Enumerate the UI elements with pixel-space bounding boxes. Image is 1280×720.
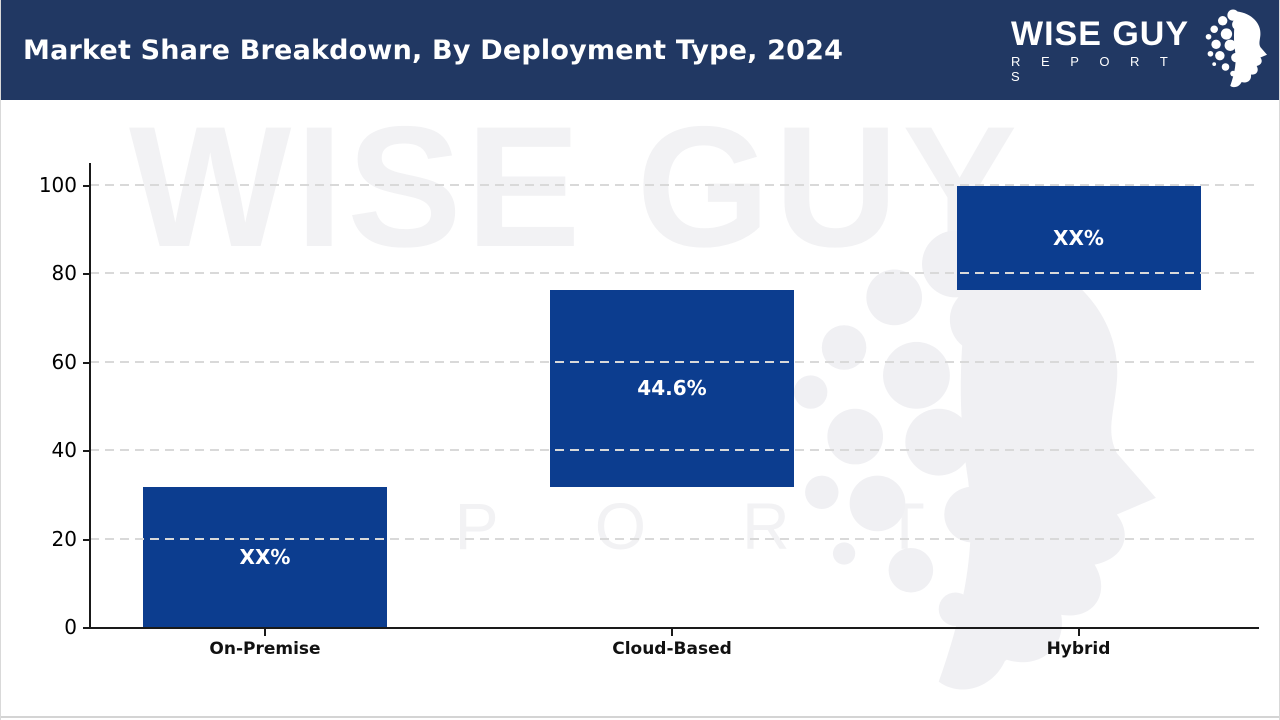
- bar-value-label: XX%: [1053, 225, 1104, 250]
- chart-title: Market Share Breakdown, By Deployment Ty…: [23, 34, 844, 66]
- logo-head-icon: [1205, 9, 1267, 88]
- header: Market Share Breakdown, By Deployment Ty…: [1, 0, 1279, 100]
- bottom-border: [1, 716, 1279, 718]
- logo-subtext: R E P O R T S: [1011, 53, 1177, 84]
- logo-name-text: WISE GUY: [1011, 14, 1190, 53]
- watermark-head-icon: [793, 230, 1156, 690]
- bar-hybrid: XX%: [956, 185, 1201, 290]
- watermark-text: WISE GUY: [129, 91, 1022, 283]
- logo-wordmark: WISE GUY R E P O R T S: [1011, 17, 1199, 84]
- wise-guy-logo: WISE GUY R E P O R T S: [1011, 6, 1267, 94]
- chart-area: WISE GUY REPORTS XX% 44.6% XX% 0 20 40 60 80 10…: [1, 91, 1279, 716]
- bar-on-premise: XX%: [143, 486, 387, 627]
- bar-value-label: 44.6%: [637, 376, 707, 401]
- bar-value-label: XX%: [239, 544, 291, 569]
- bar-cloud-based: 44.6%: [550, 289, 794, 487]
